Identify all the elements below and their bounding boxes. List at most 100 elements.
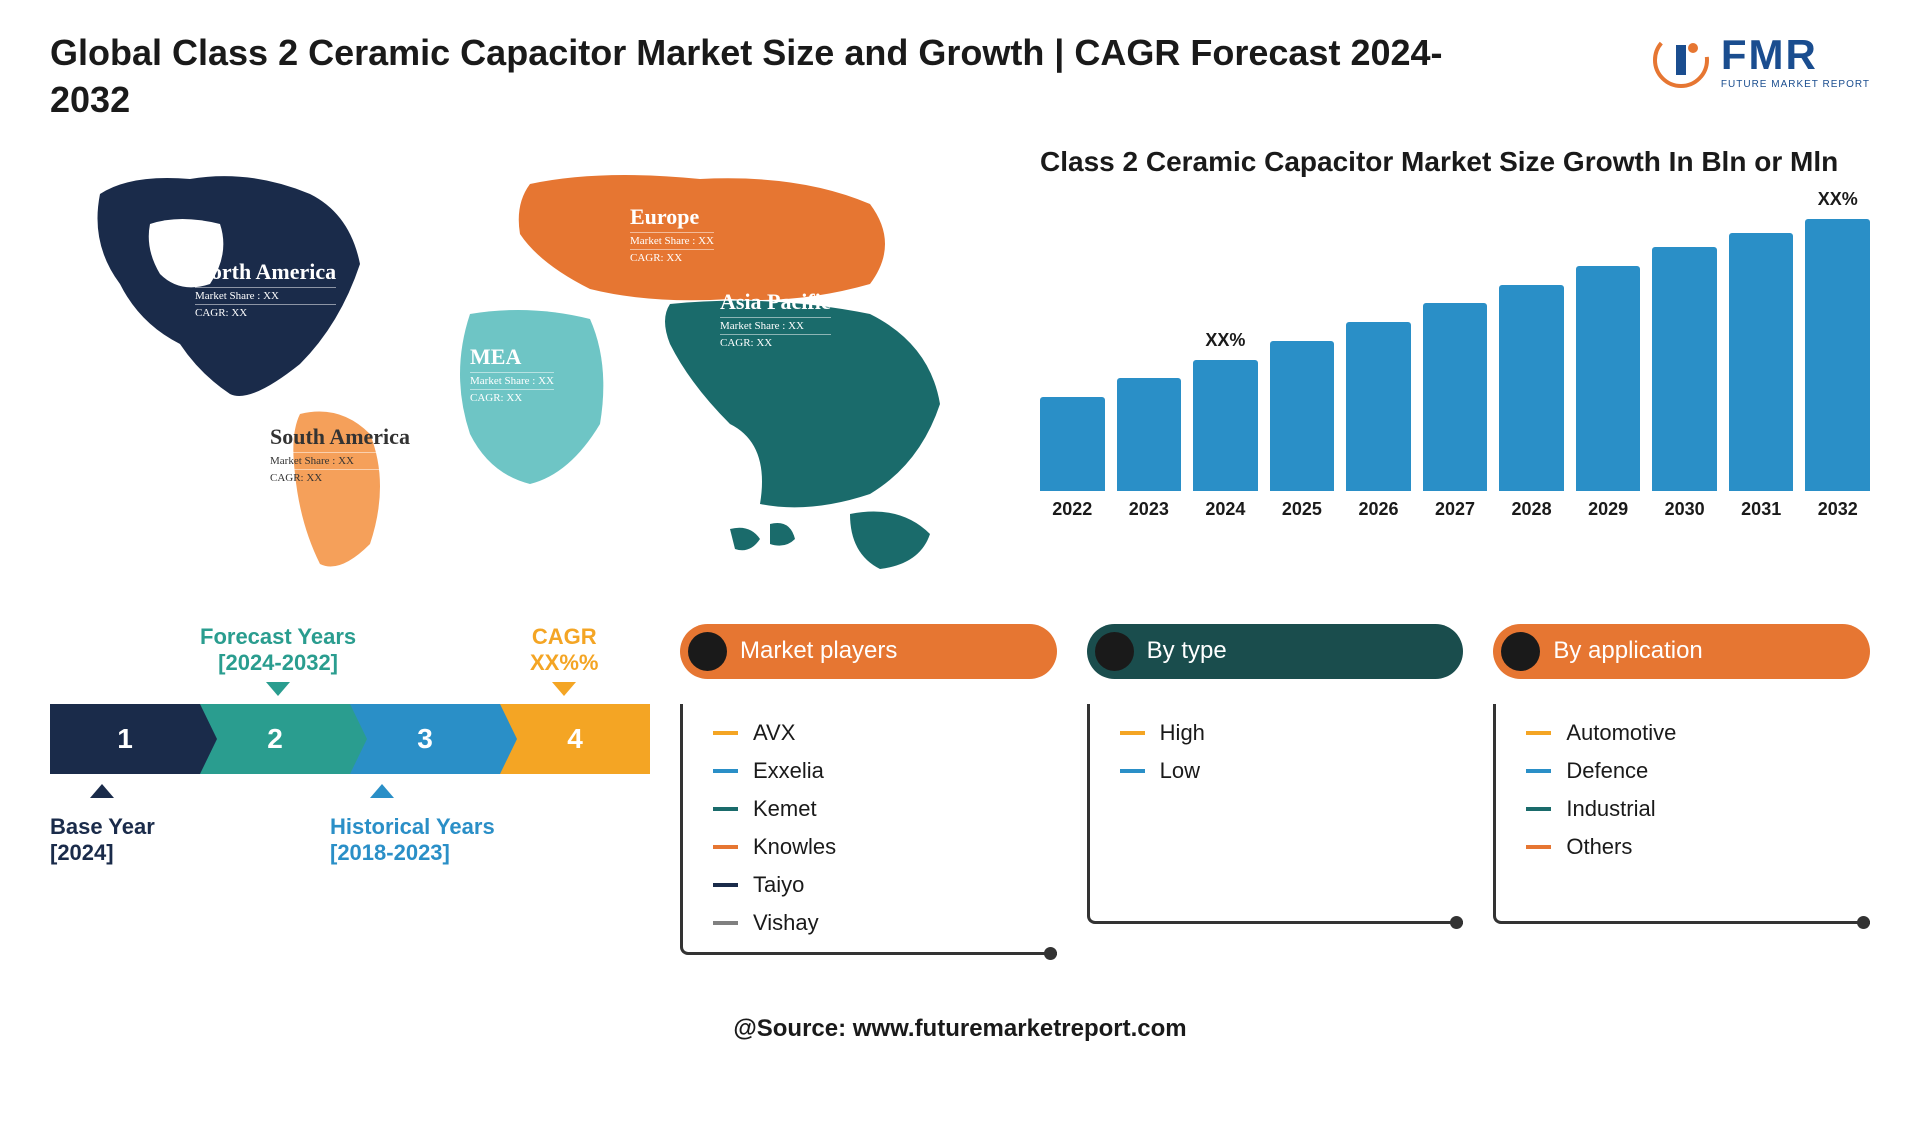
timeline-section: Forecast Years[2024-2032]CAGRXX%% 1234 B… (50, 624, 650, 955)
region-cagr: CAGR: XX (470, 389, 554, 404)
category-item: Automotive (1526, 714, 1870, 752)
category-item: Defence (1526, 752, 1870, 790)
region-name: Asia Pacific (720, 289, 831, 315)
category-item: AVX (713, 714, 1057, 752)
category-header: By type (1087, 624, 1464, 679)
world-map: North AmericaMarket Share : XXCAGR: XXSo… (50, 144, 1000, 584)
bar-item: 2025 (1270, 341, 1335, 520)
category-item: Industrial (1526, 790, 1870, 828)
item-dash-icon (713, 845, 738, 849)
item-text: Industrial (1566, 796, 1655, 822)
region-cagr: CAGR: XX (270, 469, 410, 484)
item-text: Taiyo (753, 872, 804, 898)
item-dash-icon (713, 769, 738, 773)
item-text: Knowles (753, 834, 836, 860)
logo-text: FMR FUTURE MARKET REPORT (1721, 31, 1870, 90)
category-item: Vishay (713, 904, 1057, 942)
page-title: Global Class 2 Ceramic Capacitor Market … (50, 30, 1450, 124)
timeline-segment: 2 (200, 704, 350, 774)
chart-bar (1040, 397, 1105, 491)
bar-year-label: 2026 (1358, 499, 1398, 520)
region-label-south-america: South AmericaMarket Share : XXCAGR: XX (270, 424, 410, 484)
category-column: By applicationAutomotiveDefenceIndustria… (1493, 624, 1870, 955)
logo-icon (1651, 30, 1711, 90)
item-dash-icon (1526, 845, 1551, 849)
region-name: South America (270, 424, 410, 450)
bar-year-label: 2030 (1665, 499, 1705, 520)
bar-item: 2022 (1040, 397, 1105, 520)
item-dash-icon (1120, 769, 1145, 773)
category-list: High Low (1087, 704, 1464, 924)
region-name: MEA (470, 344, 554, 370)
category-list: AVXExxeliaKemetKnowlesTaiyoVishay (680, 704, 1057, 955)
bar-chart: 2022 2023 XX% 2024 2025 2026 2027 2028 2029 2030 2… (1040, 200, 1870, 520)
bar-year-label: 2022 (1052, 499, 1092, 520)
chart-bar (1423, 303, 1488, 491)
item-dash-icon (1526, 731, 1551, 735)
region-name: North America (195, 259, 336, 285)
item-text: Vishay (753, 910, 819, 936)
bar-item: 2023 (1117, 378, 1182, 520)
category-column: By type High Low (1087, 624, 1464, 955)
region-label-europe: Europe Market Share : XX CAGR: XX (630, 204, 714, 264)
bar-year-label: 2024 (1205, 499, 1245, 520)
category-header: Market players (680, 624, 1057, 679)
bar-item: XX% 2024 (1193, 360, 1258, 520)
item-text: Kemet (753, 796, 817, 822)
bar-year-label: 2029 (1588, 499, 1628, 520)
bar-item: 2029 (1576, 266, 1641, 520)
logo: FMR FUTURE MARKET REPORT (1651, 30, 1870, 90)
region-label-asia-pacific: Asia Pacific Market Share : XX CAGR: XX (720, 289, 831, 349)
item-text: AVX (753, 720, 795, 746)
region-cagr: CAGR: XX (720, 334, 831, 349)
item-text: High (1160, 720, 1205, 746)
region-share: Market Share : XX (470, 372, 554, 387)
chart-bar (1270, 341, 1335, 491)
chart-bar (1499, 285, 1564, 491)
bar-year-label: 2027 (1435, 499, 1475, 520)
bar-item: 2027 (1423, 303, 1488, 520)
timeline-segment: 3 (350, 704, 500, 774)
item-dash-icon (1526, 769, 1551, 773)
bar-year-label: 2025 (1282, 499, 1322, 520)
header: Global Class 2 Ceramic Capacitor Market … (50, 30, 1870, 124)
item-text: Low (1160, 758, 1200, 784)
category-item: Taiyo (713, 866, 1057, 904)
bar-item: XX% 2032 (1805, 219, 1870, 520)
logo-main: FMR (1721, 31, 1870, 79)
chart-bar (1117, 378, 1182, 491)
bar-chart-section: Class 2 Ceramic Capacitor Market Size Gr… (1040, 144, 1870, 584)
timeline-label-bottom: Base Year[2024] (50, 814, 155, 866)
bar-item: 2026 (1346, 322, 1411, 520)
chart-bar (1652, 247, 1717, 491)
item-dash-icon (713, 921, 738, 925)
timeline-label-bottom: Historical Years[2018-2023] (330, 814, 495, 866)
bar-annotation: XX% (1818, 189, 1858, 210)
bar-year-label: 2028 (1512, 499, 1552, 520)
category-item: Knowles (713, 828, 1057, 866)
region-label-mea: MEA Market Share : XX CAGR: XX (470, 344, 554, 404)
region-share: Market Share : XX (195, 287, 336, 302)
item-dash-icon (713, 731, 738, 735)
region-label-north-america: North America Market Share : XX CAGR: XX (195, 259, 336, 319)
item-dash-icon (713, 807, 738, 811)
bar-year-label: 2032 (1818, 499, 1858, 520)
logo-sub: FUTURE MARKET REPORT (1721, 79, 1870, 90)
item-text: Defence (1566, 758, 1648, 784)
bar-year-label: 2031 (1741, 499, 1781, 520)
item-text: Others (1566, 834, 1632, 860)
chart-bar: XX% (1805, 219, 1870, 491)
region-cagr: CAGR: XX (630, 249, 714, 264)
category-column: Market playersAVXExxeliaKemetKnowlesTaiy… (680, 624, 1057, 955)
bar-year-label: 2023 (1129, 499, 1169, 520)
region-share: Market Share : XX (720, 317, 831, 332)
bar-annotation: XX% (1205, 330, 1245, 351)
category-list: Automotive Defence Industrial Others (1493, 704, 1870, 924)
region-share: Market Share : XX (630, 232, 714, 247)
chart-bar: XX% (1193, 360, 1258, 491)
region-name: Europe (630, 204, 714, 230)
timeline-label-top: CAGRXX%% (530, 624, 598, 676)
item-dash-icon (713, 883, 738, 887)
region-cagr: CAGR: XX (195, 304, 336, 319)
item-dash-icon (1120, 731, 1145, 735)
